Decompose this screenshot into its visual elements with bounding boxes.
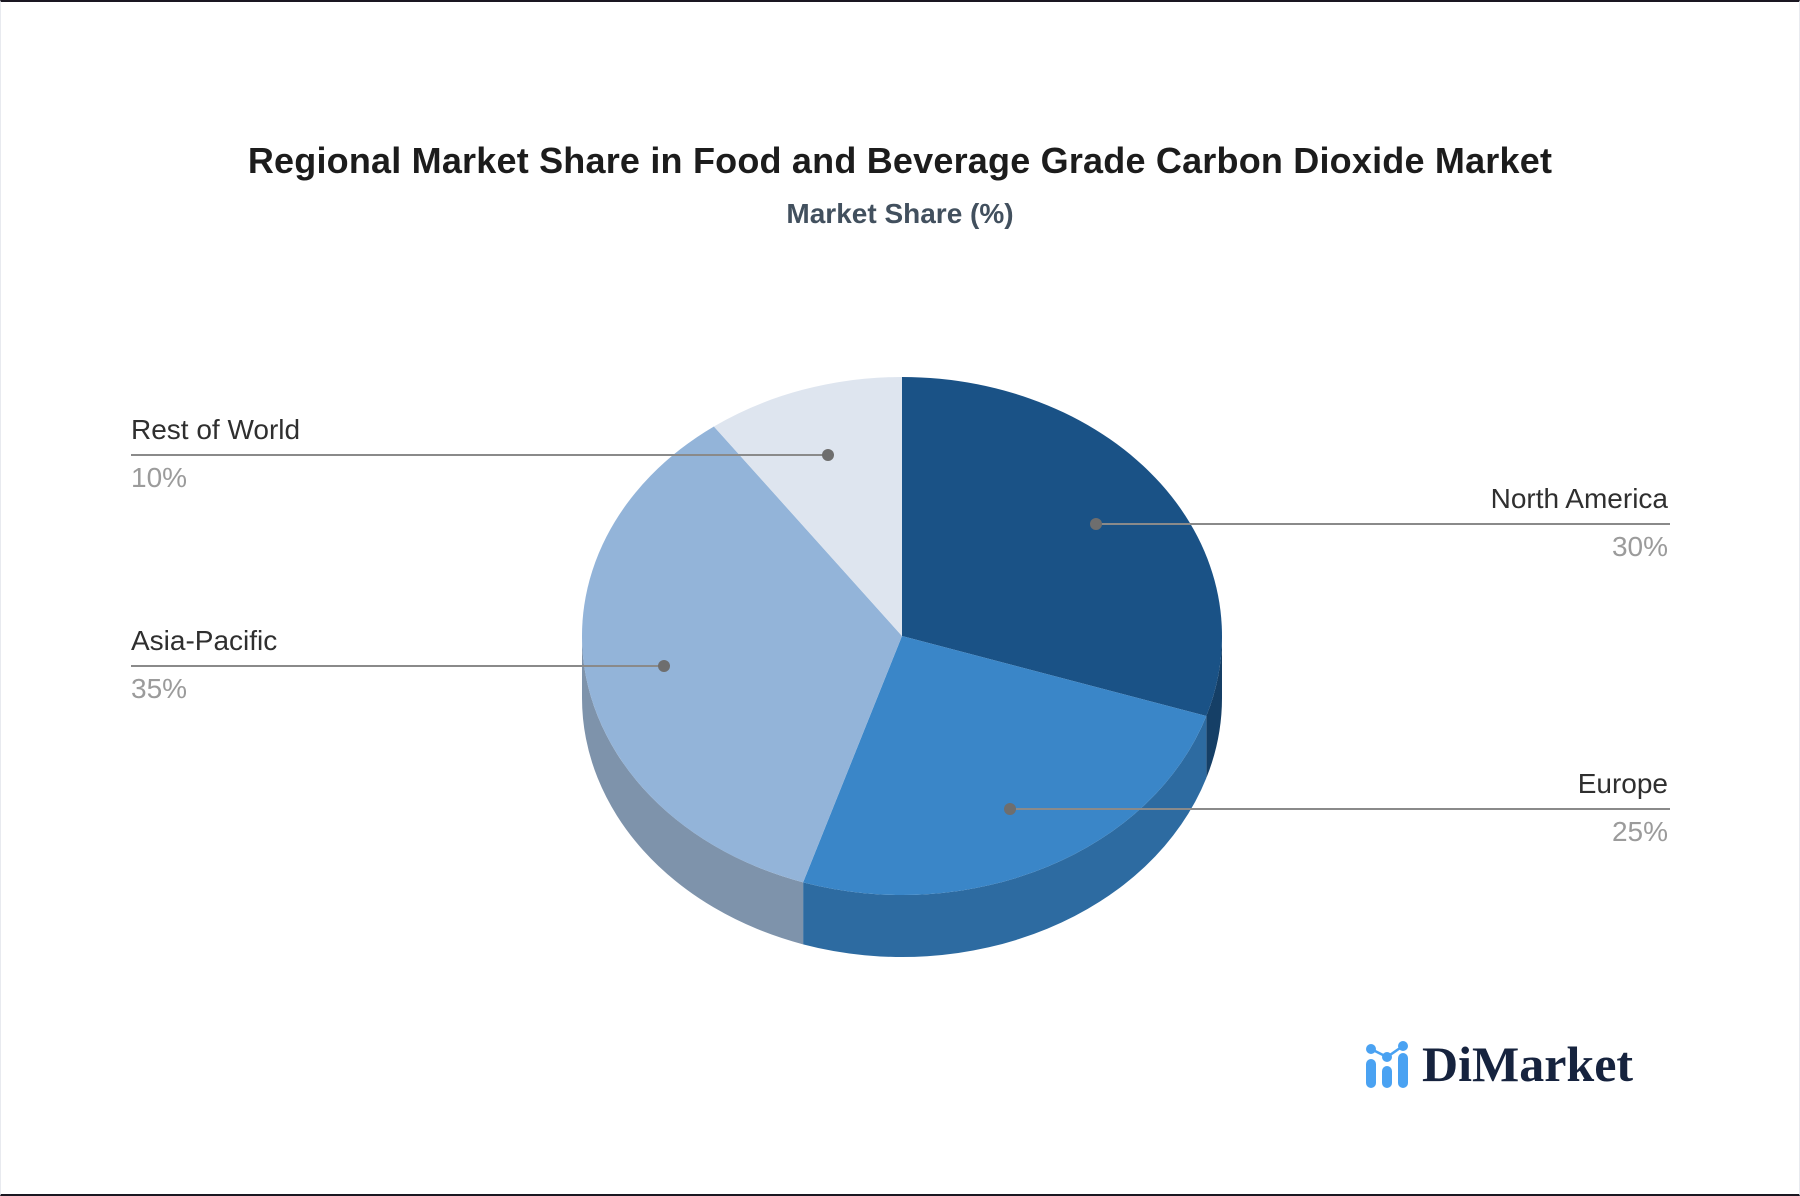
pie-slice-asia-pacific[interactable] [582, 426, 902, 883]
logo-text: DiMarket [1422, 1036, 1634, 1092]
dimarket-logo: DiMarket [1365, 1036, 1634, 1092]
pie-slice-rest-of-world[interactable] [713, 377, 902, 636]
slice-label: Europe [1577, 768, 1668, 799]
bar-chart-logo-icon [1366, 1041, 1408, 1088]
pie-slice-side-europe [803, 716, 1207, 957]
pie-slice-north-america[interactable] [902, 377, 1222, 717]
chart-subtitle: Market Share (%) [786, 198, 1014, 229]
callout-dot-asia-pacific [658, 660, 670, 672]
slice-percent: 30% [1611, 531, 1668, 562]
callout-asia-pacific: Asia-Pacific 35% [131, 625, 277, 705]
slice-label: North America [1490, 483, 1668, 514]
callout-dot-rest-of-world [822, 449, 834, 461]
pie-slice-side-north-america [1206, 636, 1222, 779]
slice-percent: 10% [131, 462, 188, 493]
pie-slice-side-asia-pacific [582, 636, 804, 945]
callout-dot-europe [1004, 803, 1016, 815]
slice-label: Asia-Pacific [131, 625, 278, 656]
callout-europe: Europe 25% [1578, 768, 1668, 848]
slice-label: Rest of World [131, 414, 301, 445]
pie-slice-europe[interactable] [803, 636, 1207, 895]
callout-dot-north-america [1090, 518, 1102, 530]
chart-title: Regional Market Share in Food and Bevera… [247, 140, 1553, 181]
slice-percent: 25% [1611, 816, 1668, 847]
slice-percent: 35% [131, 673, 188, 704]
callout-rest-of-world: Rest of World 10% [131, 414, 300, 494]
callout-north-america: North America 30% [1491, 483, 1668, 563]
